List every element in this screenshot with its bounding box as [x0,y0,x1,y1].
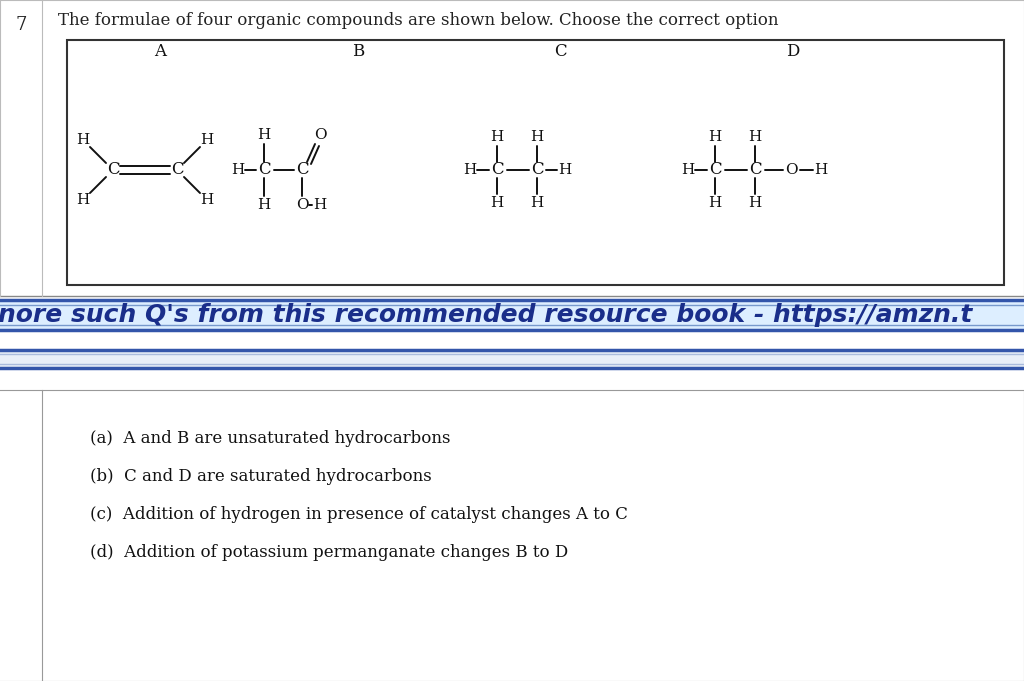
Text: H: H [464,163,476,177]
Text: (a)  A and B are unsaturated hydrocarbons: (a) A and B are unsaturated hydrocarbons [90,430,451,447]
Text: H: H [313,198,327,212]
Text: H: H [530,130,544,144]
Text: C: C [490,161,504,178]
Text: H: H [749,130,762,144]
Text: C: C [749,161,761,178]
Text: C: C [709,161,721,178]
Text: H: H [709,196,722,210]
Bar [67,40,1004,285]
Text: H: H [814,163,827,177]
Text: D: D [786,44,800,61]
Text: O: O [313,128,327,142]
Text: H: H [257,128,270,142]
Text: C: C [530,161,544,178]
Text: B: B [352,44,365,61]
Text: H: H [231,163,245,177]
Text: H: H [681,163,694,177]
Text: H: H [257,198,270,212]
Text: H: H [530,196,544,210]
Text: (d)  Addition of potassium permanganate changes B to D: (d) Addition of potassium permanganate c… [90,544,568,561]
Text: (c)  Addition of hydrogen in presence of catalyst changes A to C: (c) Addition of hydrogen in presence of … [90,506,628,523]
Text: A: A [154,44,166,61]
Text: H: H [490,196,504,210]
Text: H: H [77,193,90,207]
Text: H: H [749,196,762,210]
Text: C: C [296,161,308,178]
Text: H: H [558,163,571,177]
Text: (b)  C and D are saturated hydrocarbons: (b) C and D are saturated hydrocarbons [90,468,432,485]
Text: O: O [784,163,798,177]
Text: O: O [296,198,308,212]
Text: The formulae of four organic compounds are shown below. Choose the correct optio: The formulae of four organic compounds a… [58,12,778,29]
Text: C: C [106,161,120,178]
Text: H: H [201,133,214,147]
Text: H: H [709,130,722,144]
Text: H: H [77,133,90,147]
Text: C: C [258,161,270,178]
Text: H: H [490,130,504,144]
Text: C: C [171,161,183,178]
Text: C: C [554,44,566,61]
Text: 7: 7 [15,16,27,34]
Text: H: H [201,193,214,207]
Text: nore such Q's from this recommended resource book - https://amzn.t: nore such Q's from this recommended reso… [0,303,973,327]
